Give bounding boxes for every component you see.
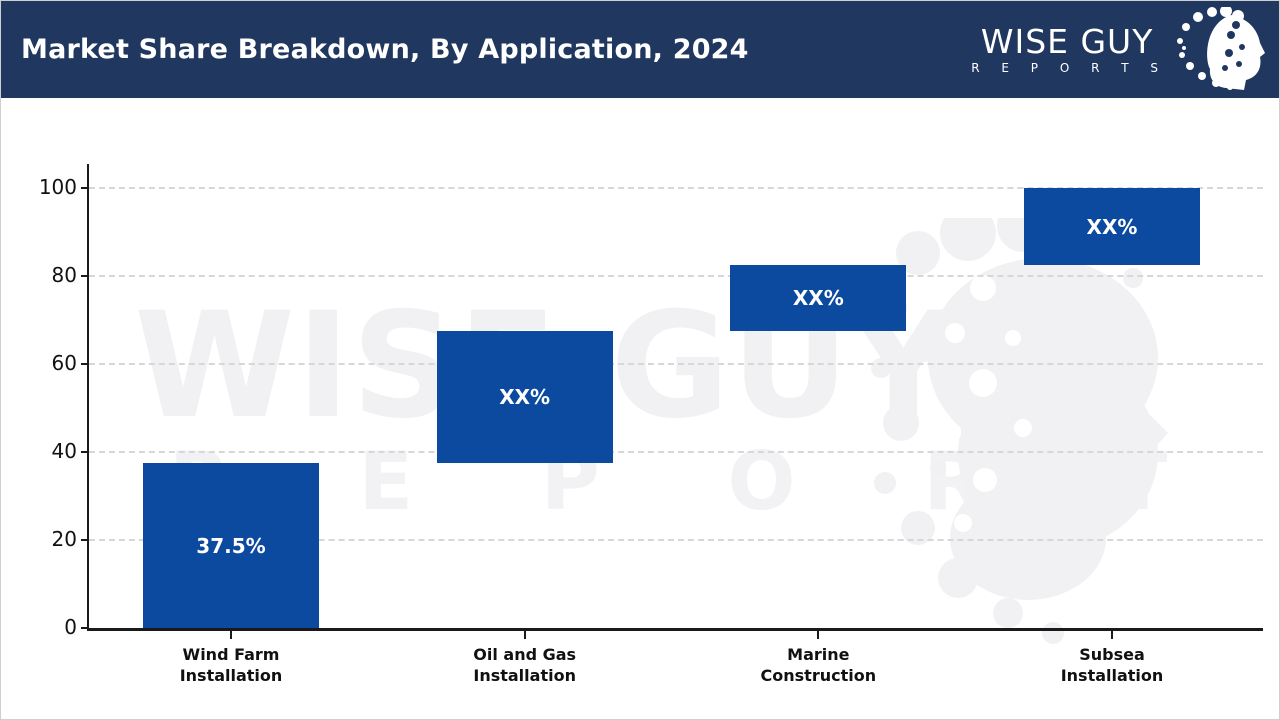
x-category-label: Marine Construction	[671, 644, 965, 686]
chart-title: Market Share Breakdown, By Application, …	[21, 34, 749, 65]
x-category-line: Wind Farm	[182, 645, 280, 664]
logo-wordmark-sub: R E P O R T S	[971, 60, 1167, 75]
y-tick-label: 60	[51, 351, 77, 375]
x-axis-spine	[87, 628, 1263, 631]
bar-value-label: XX%	[792, 286, 844, 310]
y-tick-mark	[81, 275, 89, 277]
y-tick-label: 40	[51, 439, 77, 463]
bar: 37.5%	[143, 463, 319, 628]
bar-value-label: XX%	[1086, 214, 1138, 239]
x-category-label: Wind Farm Installation	[84, 644, 378, 686]
bar: XX%	[436, 331, 613, 463]
y-tick-mark	[81, 187, 89, 189]
watermark-face-icon	[871, 218, 1168, 644]
x-category-line: Subsea	[1079, 645, 1145, 664]
x-tick-mark	[523, 631, 526, 639]
grid-line	[89, 275, 1263, 277]
y-tick-label: 100	[38, 175, 77, 199]
x-category-line: Installation	[473, 666, 576, 685]
grid-line	[89, 187, 1263, 189]
bar-value-label: 37.5%	[196, 533, 266, 558]
logo-wordmark: WISE GUY R E P O R T S	[967, 21, 1167, 75]
x-category-line: Installation	[1060, 666, 1164, 685]
x-category-line: Oil and Gas	[473, 645, 577, 664]
x-category-label: Subsea Installation	[965, 644, 1259, 686]
grid-line	[89, 363, 1263, 365]
y-tick-label: 0	[64, 615, 77, 639]
y-tick-mark	[81, 627, 89, 629]
x-category-line: Installation	[179, 666, 283, 685]
bar-value-label: XX%	[499, 385, 551, 409]
chart-area: WISE GUY R E P O R T S	[1, 98, 1280, 719]
bar: XX%	[1024, 188, 1200, 265]
brand-logo: WISE GUY R E P O R T S	[967, 6, 1265, 93]
x-tick-mark	[230, 631, 232, 639]
y-tick-mark	[81, 451, 89, 453]
x-category-line: Construction	[760, 666, 877, 685]
y-tick-label: 80	[51, 263, 77, 287]
x-tick-mark	[1111, 631, 1113, 639]
header-bar: Market Share Breakdown, By Application, …	[1, 1, 1279, 98]
x-category-label: Oil and Gas Installation	[378, 644, 672, 686]
bar: XX%	[730, 265, 907, 331]
y-axis-spine	[87, 164, 89, 631]
y-tick-mark	[81, 539, 89, 541]
watermark-subtitle: R E P O R T S	[169, 435, 1280, 528]
x-tick-mark	[817, 631, 820, 639]
y-tick-mark	[81, 363, 89, 365]
logo-head-icon	[1177, 6, 1265, 90]
grid-line	[89, 539, 1263, 541]
y-tick-label: 20	[51, 527, 77, 551]
grid-line	[89, 451, 1263, 453]
logo-wordmark-main: WISE GUY	[980, 21, 1154, 61]
x-category-line: Marine	[787, 645, 850, 664]
